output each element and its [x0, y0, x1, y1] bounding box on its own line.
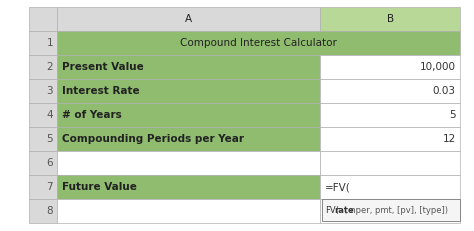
Bar [57, 7, 320, 31]
Text: Interest Rate: Interest Rate [62, 86, 139, 96]
Bar [29, 31, 57, 55]
Bar [29, 79, 57, 103]
Bar [320, 55, 460, 79]
Text: # of Years: # of Years [62, 110, 121, 120]
Text: A: A [185, 14, 192, 24]
Bar [57, 199, 320, 223]
Text: , nper, pmt, [pv], [type]): , nper, pmt, [pv], [type]) [345, 206, 448, 215]
Text: Future Value: Future Value [62, 182, 137, 192]
Text: Compound Interest Calculator: Compound Interest Calculator [180, 38, 337, 48]
Bar [29, 103, 57, 127]
Text: 4: 4 [46, 110, 53, 120]
Text: =FV(: =FV( [325, 182, 351, 192]
Text: Present Value: Present Value [62, 62, 143, 72]
Text: Compounding Periods per Year: Compounding Periods per Year [62, 134, 244, 144]
Bar [320, 7, 460, 31]
Text: 5: 5 [449, 110, 456, 120]
Bar [320, 103, 460, 127]
Bar [57, 79, 320, 103]
Bar [320, 199, 460, 223]
Bar [29, 127, 57, 151]
Bar [320, 175, 460, 199]
Bar [320, 151, 460, 175]
Bar [57, 31, 460, 55]
Text: 3: 3 [46, 86, 53, 96]
Bar [29, 199, 57, 223]
Text: 2: 2 [46, 62, 53, 72]
Bar [57, 151, 320, 175]
Bar [320, 79, 460, 103]
Bar [57, 127, 320, 151]
Text: 6: 6 [46, 158, 53, 168]
Text: 0.03: 0.03 [433, 86, 456, 96]
Text: 5: 5 [46, 134, 53, 144]
Text: 1: 1 [46, 38, 53, 48]
Bar [57, 55, 320, 79]
Text: 7: 7 [46, 182, 53, 192]
Bar [57, 175, 320, 199]
Text: 8: 8 [46, 206, 53, 216]
Bar [57, 103, 320, 127]
Bar [29, 151, 57, 175]
Text: B: B [387, 14, 394, 24]
Bar [320, 127, 460, 151]
Bar [322, 199, 460, 221]
Text: 12: 12 [443, 134, 456, 144]
Bar [29, 55, 57, 79]
Bar [29, 7, 57, 31]
Bar [29, 175, 57, 199]
Text: 10,000: 10,000 [420, 62, 456, 72]
Text: rate: rate [335, 206, 354, 215]
Text: FV(: FV( [326, 206, 339, 215]
